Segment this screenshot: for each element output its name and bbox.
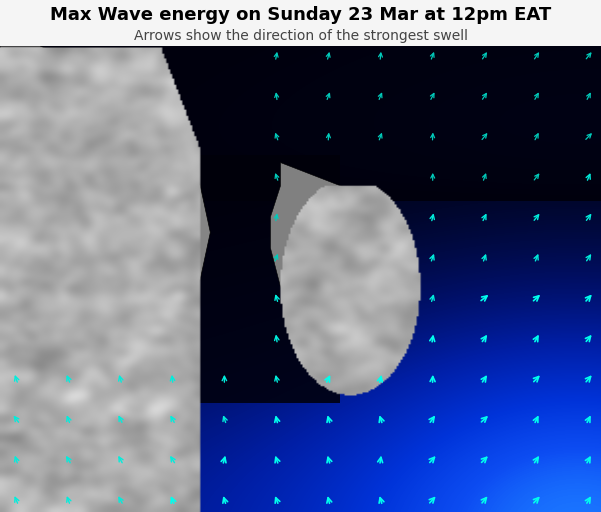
Text: Max Wave energy on Sunday 23 Mar at 12pm EAT: Max Wave energy on Sunday 23 Mar at 12pm… [50, 6, 551, 24]
Polygon shape [0, 46, 210, 512]
Text: Arrows show the direction of the strongest swell: Arrows show the direction of the stronge… [133, 29, 468, 43]
Polygon shape [270, 162, 410, 357]
